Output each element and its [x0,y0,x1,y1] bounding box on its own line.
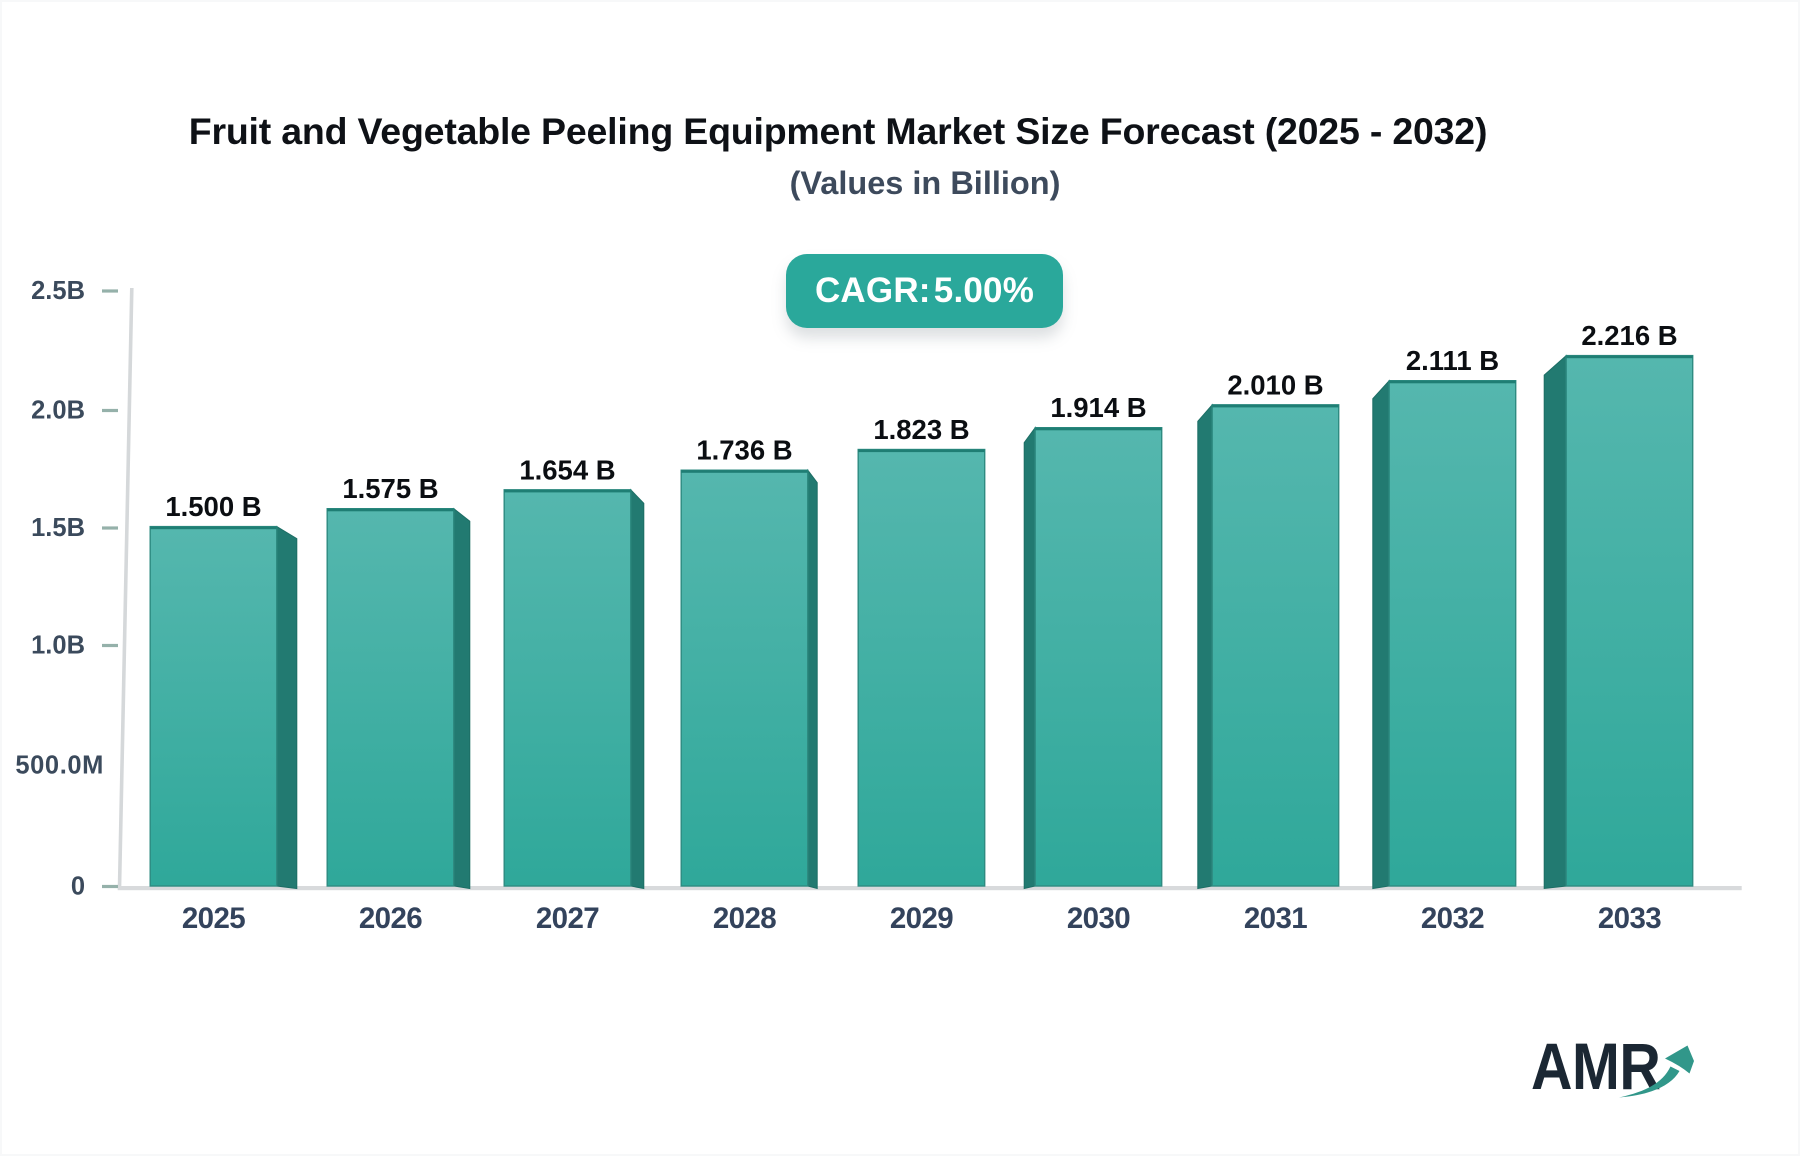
svg-text:1.500 B: 1.500 B [165,491,261,522]
svg-text:1.5B: 1.5B [31,514,85,542]
svg-text:500.0M: 500.0M [15,752,104,780]
svg-text:2026: 2026 [359,902,422,935]
svg-text:1.914 B: 1.914 B [1050,392,1146,423]
svg-text:2.010 B: 2.010 B [1227,369,1323,400]
svg-text:1.736 B: 1.736 B [696,435,792,466]
svg-text:1.654 B: 1.654 B [519,454,615,485]
svg-text:2030: 2030 [1067,902,1130,935]
svg-text:0: 0 [71,873,85,901]
svg-text:2031: 2031 [1244,902,1307,935]
svg-text:2028: 2028 [713,902,776,935]
svg-text:2.0B: 2.0B [31,397,85,425]
svg-text:2027: 2027 [536,902,599,935]
svg-text:2025: 2025 [182,902,245,935]
svg-text:2.216 B: 2.216 B [1581,320,1677,351]
svg-text:1.575 B: 1.575 B [342,473,438,504]
svg-text:1.0B: 1.0B [31,632,85,660]
svg-text:1.823 B: 1.823 B [873,414,969,445]
svg-text:2032: 2032 [1421,902,1484,935]
svg-text:2.111 B: 2.111 B [1406,345,1499,376]
svg-text:2029: 2029 [890,902,953,935]
svg-text:2033: 2033 [1598,902,1661,935]
svg-text:2.5B: 2.5B [31,277,85,305]
